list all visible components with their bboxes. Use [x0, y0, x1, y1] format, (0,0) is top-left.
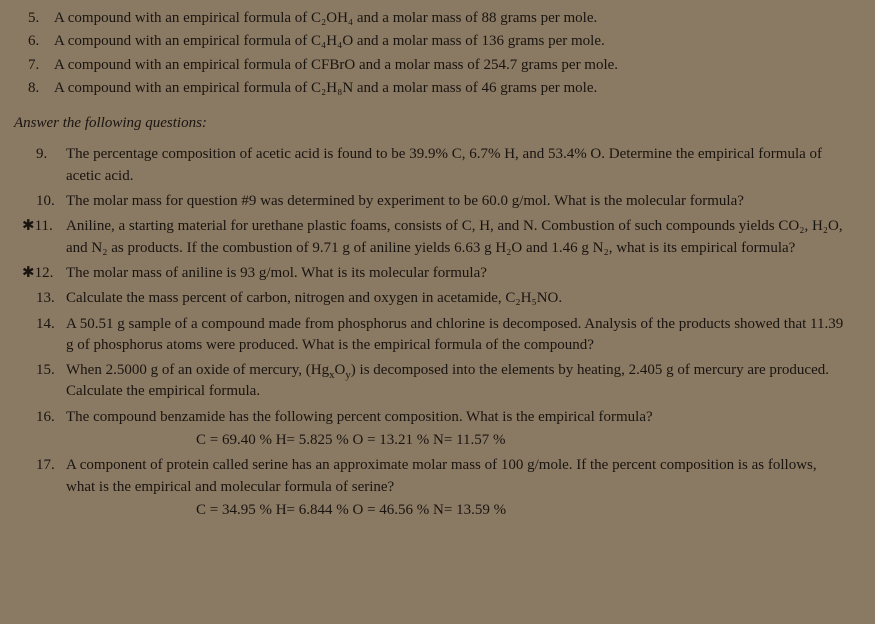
list-item: 8.A compound with an empirical formula o… — [14, 78, 847, 99]
formula-line: C = 69.40 % H= 5.825 % O = 13.21 % N= 11… — [66, 430, 847, 451]
question-item: 15.When 2.5000 g of an oxide of mercury,… — [14, 360, 847, 403]
question-text: The compound benzamide has the following… — [66, 409, 653, 425]
item-number: 8. — [28, 78, 54, 99]
question-number: 14. — [36, 314, 66, 335]
question-text: A 50.51 g sample of a compound made from… — [66, 316, 843, 353]
item-number: 7. — [28, 55, 54, 76]
question-number: 16. — [36, 407, 66, 428]
question-text: Aniline, a starting material for urethan… — [66, 218, 843, 255]
item-text: A compound with an empirical formula of … — [54, 57, 618, 73]
question-item: 13.Calculate the mass percent of carbon,… — [14, 288, 847, 309]
question-text: The molar mass of aniline is 93 g/mol. W… — [66, 265, 487, 281]
question-item-starred: ✱12.The molar mass of aniline is 93 g/mo… — [14, 263, 847, 284]
question-number: 13. — [36, 288, 66, 309]
question-number: 9. — [36, 144, 66, 165]
item-number: 5. — [28, 8, 54, 29]
question-item: 14.A 50.51 g sample of a compound made f… — [14, 314, 847, 357]
formula-line: C = 34.95 % H= 6.844 % O = 46.56 % N= 13… — [66, 500, 847, 521]
list-item: 7.A compound with an empirical formula o… — [14, 55, 847, 76]
question-item-starred: ✱11.Aniline, a starting material for ure… — [14, 216, 847, 259]
question-text: The percentage composition of acetic aci… — [66, 146, 822, 183]
question-number: 15. — [36, 360, 66, 381]
question-number: 17. — [36, 455, 66, 476]
questions-list: 9.The percentage composition of acetic a… — [14, 144, 847, 521]
question-number: ✱11. — [22, 216, 66, 237]
list-item: 6.A compound with an empirical formula o… — [14, 31, 847, 52]
question-number: 10. — [36, 191, 66, 212]
question-item: 16.The compound benzamide has the follow… — [14, 407, 847, 452]
question-item: 10.The molar mass for question #9 was de… — [14, 191, 847, 212]
question-text: Calculate the mass percent of carbon, ni… — [66, 290, 562, 306]
item-text: A compound with an empirical formula of … — [54, 10, 597, 26]
question-text: When 2.5000 g of an oxide of mercury, (H… — [66, 362, 829, 399]
list-item: 5.A compound with an empirical formula o… — [14, 8, 847, 29]
item-text: A compound with an empirical formula of … — [54, 80, 597, 96]
question-item: 17.A component of protein called serine … — [14, 455, 847, 521]
question-item: 9.The percentage composition of acetic a… — [14, 144, 847, 187]
section-heading: Answer the following questions: — [14, 113, 847, 134]
question-number: ✱12. — [22, 263, 66, 284]
question-text: The molar mass for question #9 was deter… — [66, 193, 744, 209]
question-text: A component of protein called serine has… — [66, 457, 817, 494]
item-text: A compound with an empirical formula of … — [54, 33, 605, 49]
item-number: 6. — [28, 31, 54, 52]
top-list: 5.A compound with an empirical formula o… — [14, 8, 847, 99]
